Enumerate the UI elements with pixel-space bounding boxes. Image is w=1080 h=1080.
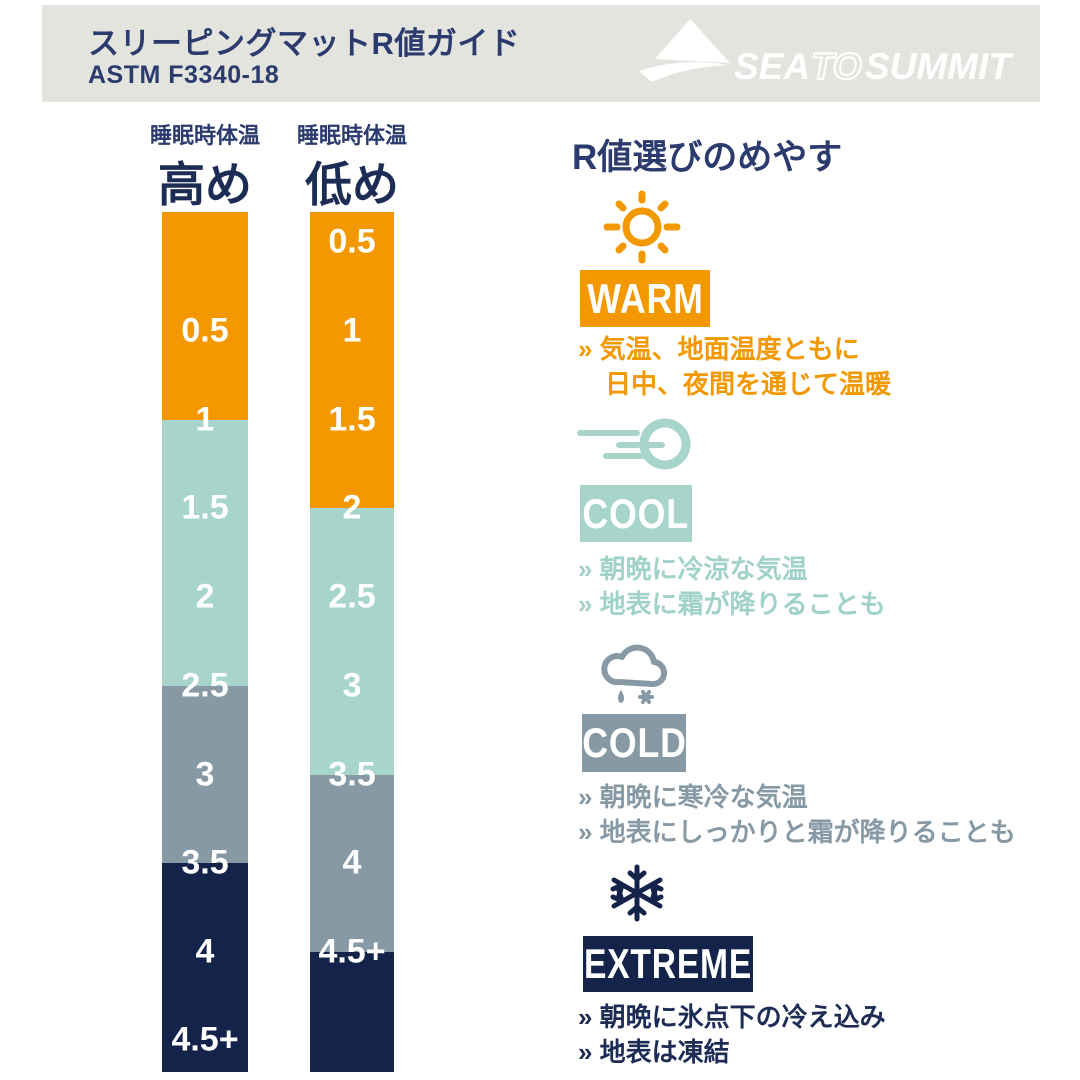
page-subtitle: ASTM F3340-18 (88, 61, 280, 89)
bar-segment-cool (162, 420, 248, 686)
r-value-label: 2.5 (181, 666, 229, 705)
r-value-label: 4.5+ (318, 932, 386, 971)
r-value-label: 3 (195, 755, 215, 794)
r-value-label: 4.5+ (171, 1020, 239, 1059)
page-title: スリーピングマットR値ガイド (88, 26, 521, 61)
r-value-label: 2.5 (328, 577, 376, 616)
sun-icon (603, 190, 681, 264)
r-bar-warm-sleeper: 0.5 1 1.5 2 2.5 3 3.5 4 4.5+ (162, 212, 248, 1072)
r-value-label: 0.5 (181, 311, 229, 350)
sea-to-summit-logo: SEA TO SUMMIT (639, 19, 1014, 88)
r-value-label: 2 (195, 577, 215, 616)
extreme-badge-label: EXTREME (583, 940, 753, 987)
extreme-description-line: » 地表は凍結 (578, 1037, 730, 1067)
sleet-cloud-icon (601, 644, 668, 704)
r-value-label: 2 (342, 488, 362, 527)
bar-segment-cold (310, 775, 394, 952)
r-value-label: 3.5 (181, 843, 229, 882)
cool-description-line: » 朝晩に冷涼な気温 (578, 554, 808, 584)
bar-segment-warm (310, 212, 394, 508)
r-value-label: 1.5 (328, 400, 376, 439)
r-value-label: 1 (195, 400, 215, 439)
wind-icon (577, 418, 691, 470)
column-subtitle-cold-sleeper: 睡眠時体温 (296, 123, 407, 148)
extreme-badge: EXTREME (583, 936, 753, 992)
warm-description-line: 日中、夜間を通じて温暖 (605, 369, 892, 399)
extreme-description-line: » 朝晩に氷点下の冷え込み (578, 1002, 886, 1032)
cold-badge: COLD (582, 714, 686, 772)
r-value-label: 1 (342, 311, 362, 350)
logo-text-to: TO (811, 46, 862, 87)
column-subtitle-warm-sleeper: 睡眠時体温 (149, 123, 260, 148)
r-value-label: 3.5 (328, 755, 376, 794)
r-value-label: 0.5 (328, 222, 376, 261)
bar-segment-warm (162, 212, 248, 420)
bar-segment-cold (162, 686, 248, 863)
column-title-warm-sleeper: 高め (158, 158, 252, 211)
warm-badge: WARM (580, 270, 710, 327)
column-title-cold-sleeper: 低め (305, 158, 399, 211)
logo-text-summit: SUMMIT (865, 46, 1014, 87)
cold-badge-label: COLD (581, 719, 687, 766)
bar-segment-cool (310, 508, 394, 775)
logo-mountain-icon (639, 19, 730, 82)
r-value-label: 4 (342, 843, 362, 882)
snowflake-icon (610, 864, 664, 922)
warm-badge-label: WARM (586, 274, 704, 322)
header: スリーピングマットR値ガイド ASTM F3340-18 SEA TO SUMM… (42, 5, 1040, 102)
cool-badge: COOL (580, 485, 692, 542)
bar-segment-extreme (310, 952, 394, 1072)
r-value-label: 3 (342, 666, 362, 705)
legend-heading: R値選びのめやす (572, 138, 843, 177)
cold-description-line: » 地表にしっかりと霜が降りることも (578, 817, 1016, 847)
cool-badge-label: COOL (582, 489, 690, 537)
warm-description-line: » 気温、地面温度ともに (578, 334, 860, 364)
logo-text-sea: SEA (734, 46, 810, 87)
cold-description-line: » 朝晩に寒冷な気温 (578, 782, 808, 812)
cool-description-line: » 地表に霜が降りることも (578, 589, 886, 619)
r-value-label: 1.5 (181, 488, 229, 527)
bar-segment-extreme (162, 863, 248, 1072)
r-bar-cold-sleeper: 0.5 1 1.5 2 2.5 3 3.5 4 4.5+ (310, 212, 394, 1072)
r-value-label: 4 (195, 932, 215, 971)
